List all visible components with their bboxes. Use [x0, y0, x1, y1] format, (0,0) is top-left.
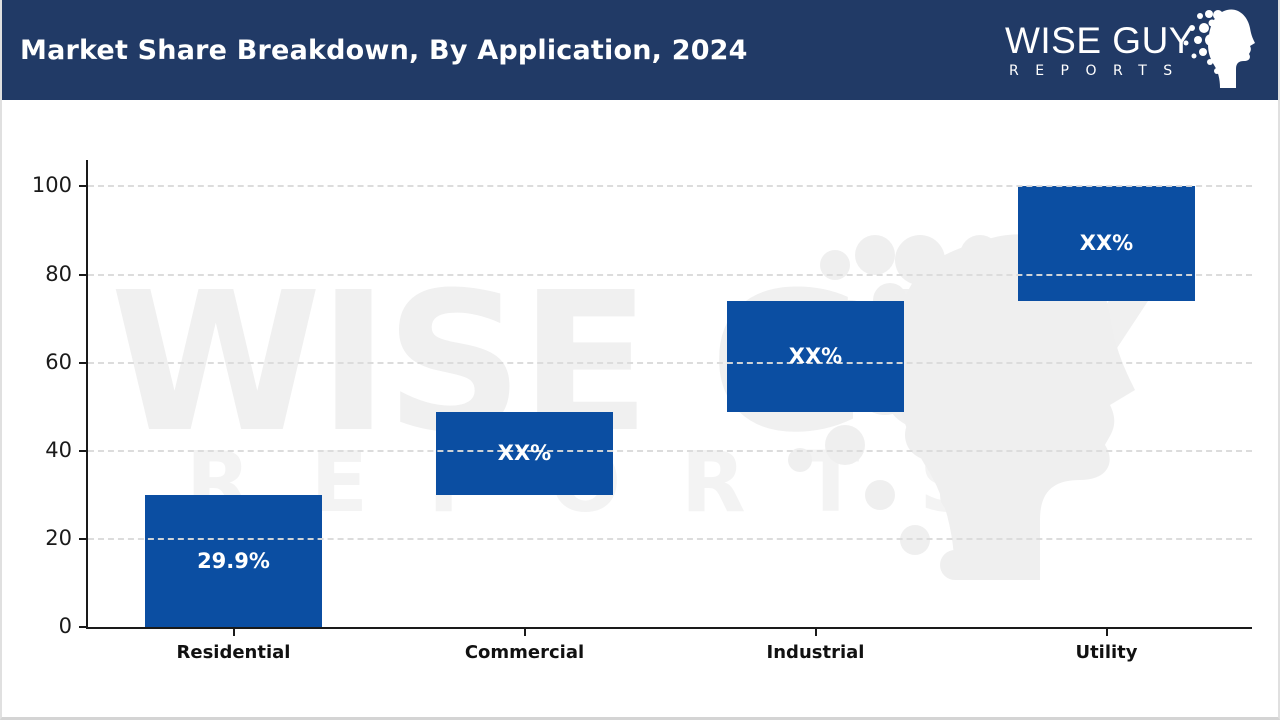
- bar-value-label: 29.9%: [197, 549, 270, 574]
- x-category-label: Residential: [176, 642, 291, 663]
- x-category-label: Industrial: [766, 642, 865, 663]
- page-title: Market Share Breakdown, By Application, …: [20, 34, 748, 66]
- logo-wordmark: WISE GUY: [1004, 20, 1194, 61]
- wise-guy-reports-logo: WISE GUY REPORTS: [1005, 6, 1260, 94]
- bar-value-label: XX%: [788, 344, 843, 369]
- y-tick-mark: [79, 273, 86, 276]
- logo-face-icon: [1182, 6, 1260, 94]
- bar-commercial: [436, 411, 613, 496]
- plot-area: 0 20 40 60 80 100 29.9% Residential XX% Commercia…: [32, 160, 1252, 663]
- x-category-label: Commercial: [464, 642, 585, 663]
- bar-residential: [145, 495, 322, 627]
- y-tick-mark: [79, 626, 86, 628]
- x-tick-mark: [814, 629, 817, 636]
- x-axis-line: [86, 627, 1252, 629]
- grid-line-80: [88, 273, 1252, 276]
- y-tick-label: 80: [45, 261, 72, 286]
- bar-value-label: XX%: [1079, 231, 1134, 256]
- y-tick-label: 60: [45, 349, 72, 374]
- y-tick-label: 40: [45, 437, 72, 462]
- y-axis-line: [86, 160, 88, 629]
- logo-text: WISE GUY REPORTS: [1005, 22, 1194, 78]
- y-tick-mark: [79, 449, 86, 452]
- logo-subtext: REPORTS: [1008, 63, 1189, 79]
- x-category-label: Utility: [1075, 642, 1138, 663]
- x-tick-mark: [1105, 629, 1108, 636]
- grid-line-60: [88, 361, 1252, 364]
- x-tick-mark: [232, 629, 235, 636]
- y-tick-label: 100: [31, 173, 72, 198]
- y-tick-label: 20: [45, 525, 72, 550]
- y-tick-label: 0: [58, 614, 72, 638]
- y-tick-mark: [79, 361, 86, 364]
- header-bar: Market Share Breakdown, By Application, …: [0, 0, 1280, 100]
- y-tick-mark: [79, 537, 86, 540]
- x-tick-mark: [523, 629, 526, 636]
- bar-value-label: XX%: [497, 441, 552, 466]
- grid-line-40: [88, 449, 1252, 452]
- y-tick-mark: [79, 185, 86, 188]
- grid-line-20: [88, 537, 1252, 540]
- grid-line-100: [88, 185, 1252, 188]
